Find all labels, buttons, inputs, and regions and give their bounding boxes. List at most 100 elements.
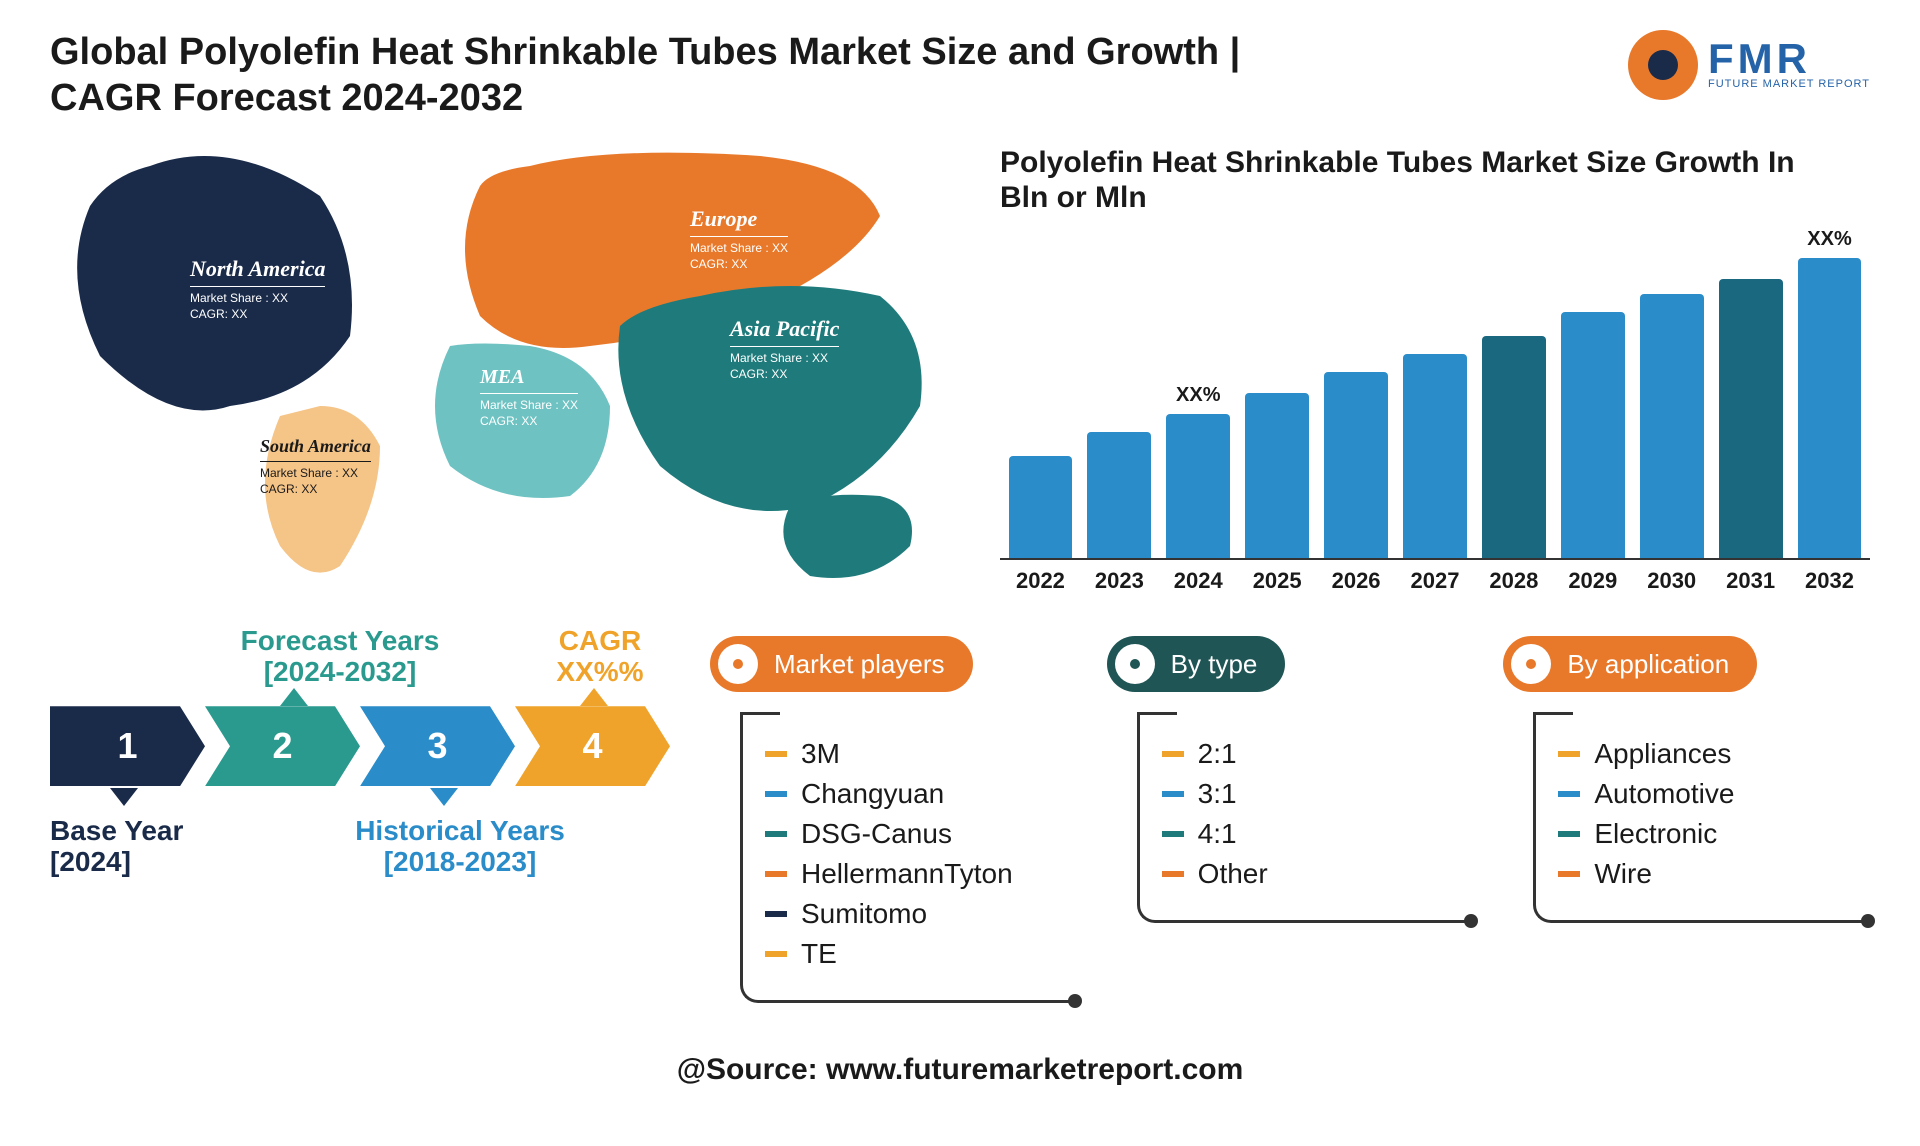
logo-icon xyxy=(1628,30,1698,100)
main-row: North AmericaMarket Share : XXCAGR: XX So… xyxy=(50,146,1870,596)
source-line: @Source: www.futuremarketreport.com xyxy=(50,1053,1870,1087)
list-item: 3:1 xyxy=(1162,778,1474,810)
x-label: 2031 xyxy=(1715,568,1786,594)
x-label: 2022 xyxy=(1005,568,1076,594)
list-item-text: 2:1 xyxy=(1198,738,1237,770)
list-item-text: 3:1 xyxy=(1198,778,1237,810)
bar-col xyxy=(1084,432,1155,558)
base-year-label: Base Year[2024] xyxy=(50,816,220,878)
list-item: 2:1 xyxy=(1162,738,1474,770)
bar xyxy=(1561,312,1625,558)
list-item-text: HellermannTyton xyxy=(801,858,1013,890)
list-item: Sumitomo xyxy=(765,898,1077,930)
bar-col: XX% xyxy=(1794,258,1865,558)
bar-col: XX% xyxy=(1163,414,1234,558)
bar-col xyxy=(1478,336,1549,558)
x-axis-labels: 2022202320242025202620272028202920302031… xyxy=(1000,560,1870,594)
pill-column: By application Appliances Automotive Electr… xyxy=(1503,636,1870,1003)
bar-col xyxy=(1636,294,1707,558)
pill-header: By type xyxy=(1107,636,1286,692)
bar-chart: Polyolefin Heat Shrinkable Tubes Market … xyxy=(1000,146,1870,596)
x-label: 2024 xyxy=(1163,568,1234,594)
forecast-label: Forecast Years[2024-2032] xyxy=(200,626,480,688)
bullet-dash-icon xyxy=(765,951,787,957)
bar xyxy=(1798,258,1862,558)
bar-col xyxy=(1005,456,1076,558)
bar xyxy=(1719,279,1783,558)
chart-title: Polyolefin Heat Shrinkable Tubes Market … xyxy=(1000,146,1870,215)
list-item-text: Other xyxy=(1198,858,1268,890)
list-item: TE xyxy=(765,938,1077,970)
pill-dot-icon xyxy=(1115,644,1155,684)
page-title: Global Polyolefin Heat Shrinkable Tubes … xyxy=(50,30,1350,121)
list-item-text: Appliances xyxy=(1594,738,1731,770)
x-label: 2032 xyxy=(1794,568,1865,594)
bullet-dash-icon xyxy=(1162,791,1184,797)
list-item: Changyuan xyxy=(765,778,1077,810)
bar xyxy=(1324,372,1388,558)
list-item-text: Sumitomo xyxy=(801,898,927,930)
pill-title: By application xyxy=(1567,649,1729,680)
pill-dot-icon xyxy=(718,644,758,684)
timeline-step: 1 xyxy=(50,706,205,786)
bullet-dash-icon xyxy=(765,871,787,877)
pill-header: Market players xyxy=(710,636,973,692)
timeline-step: 4 xyxy=(515,706,670,786)
region-mea: MEAMarket Share : XXCAGR: XX xyxy=(480,366,578,429)
list-item: 4:1 xyxy=(1162,818,1474,850)
pointer-up-icon xyxy=(580,688,608,706)
bullet-dash-icon xyxy=(1558,791,1580,797)
world-map: North AmericaMarket Share : XXCAGR: XX So… xyxy=(50,146,980,596)
region-sa: South AmericaMarket Share : XXCAGR: XX xyxy=(260,436,371,497)
list-item-text: Electronic xyxy=(1594,818,1717,850)
bars-area: XX% XX% xyxy=(1000,240,1870,560)
bracket-list: Appliances Automotive Electronic Wire xyxy=(1533,712,1870,923)
bar xyxy=(1403,354,1467,558)
bar xyxy=(1245,393,1309,558)
bar xyxy=(1087,432,1151,558)
bullet-dash-icon xyxy=(1558,871,1580,877)
list-item: Wire xyxy=(1558,858,1870,890)
pill-dot-icon xyxy=(1511,644,1551,684)
bar-col xyxy=(1400,354,1471,558)
x-label: 2025 xyxy=(1242,568,1313,594)
region-na: North AmericaMarket Share : XXCAGR: XX xyxy=(190,256,325,322)
pill-column: Market players3MChangyuanDSG-CanusHeller… xyxy=(710,636,1077,1003)
bullet-dash-icon xyxy=(765,751,787,757)
list-item: Automotive xyxy=(1558,778,1870,810)
pill-title: Market players xyxy=(774,649,945,680)
bullet-dash-icon xyxy=(765,831,787,837)
bar-col xyxy=(1557,312,1628,558)
x-label: 2026 xyxy=(1321,568,1392,594)
list-item: 3M xyxy=(765,738,1077,770)
bar xyxy=(1166,414,1230,558)
header: Global Polyolefin Heat Shrinkable Tubes … xyxy=(50,30,1870,121)
x-label: 2023 xyxy=(1084,568,1155,594)
pill-column: By type 2:1 3:1 4:1 Other xyxy=(1107,636,1474,1003)
region-ap: Asia PacificMarket Share : XXCAGR: XX xyxy=(730,316,839,382)
bullet-dash-icon xyxy=(1558,751,1580,757)
bar xyxy=(1009,456,1073,558)
historical-label: Historical Years[2018-2023] xyxy=(330,816,590,878)
x-label: 2030 xyxy=(1636,568,1707,594)
pointer-down-icon xyxy=(110,788,138,806)
bar-annotation: XX% xyxy=(1176,384,1220,407)
list-item: Other xyxy=(1162,858,1474,890)
pill-columns: Market players3MChangyuanDSG-CanusHeller… xyxy=(710,636,1870,1003)
bar-col xyxy=(1242,393,1313,558)
bullet-dash-icon xyxy=(1162,831,1184,837)
pointer-down-icon xyxy=(430,788,458,806)
x-label: 2029 xyxy=(1557,568,1628,594)
bullet-dash-icon xyxy=(765,911,787,917)
bullet-dash-icon xyxy=(1162,871,1184,877)
list-item: Electronic xyxy=(1558,818,1870,850)
fmr-logo: FMR FUTURE MARKET REPORT xyxy=(1628,30,1870,100)
list-item: Appliances xyxy=(1558,738,1870,770)
list-item: HellermannTyton xyxy=(765,858,1077,890)
logo-text-sub: FUTURE MARKET REPORT xyxy=(1708,78,1870,90)
bar-col xyxy=(1715,279,1786,558)
list-item-text: Wire xyxy=(1594,858,1652,890)
x-label: 2028 xyxy=(1478,568,1549,594)
list-item-text: 4:1 xyxy=(1198,818,1237,850)
bar xyxy=(1640,294,1704,558)
